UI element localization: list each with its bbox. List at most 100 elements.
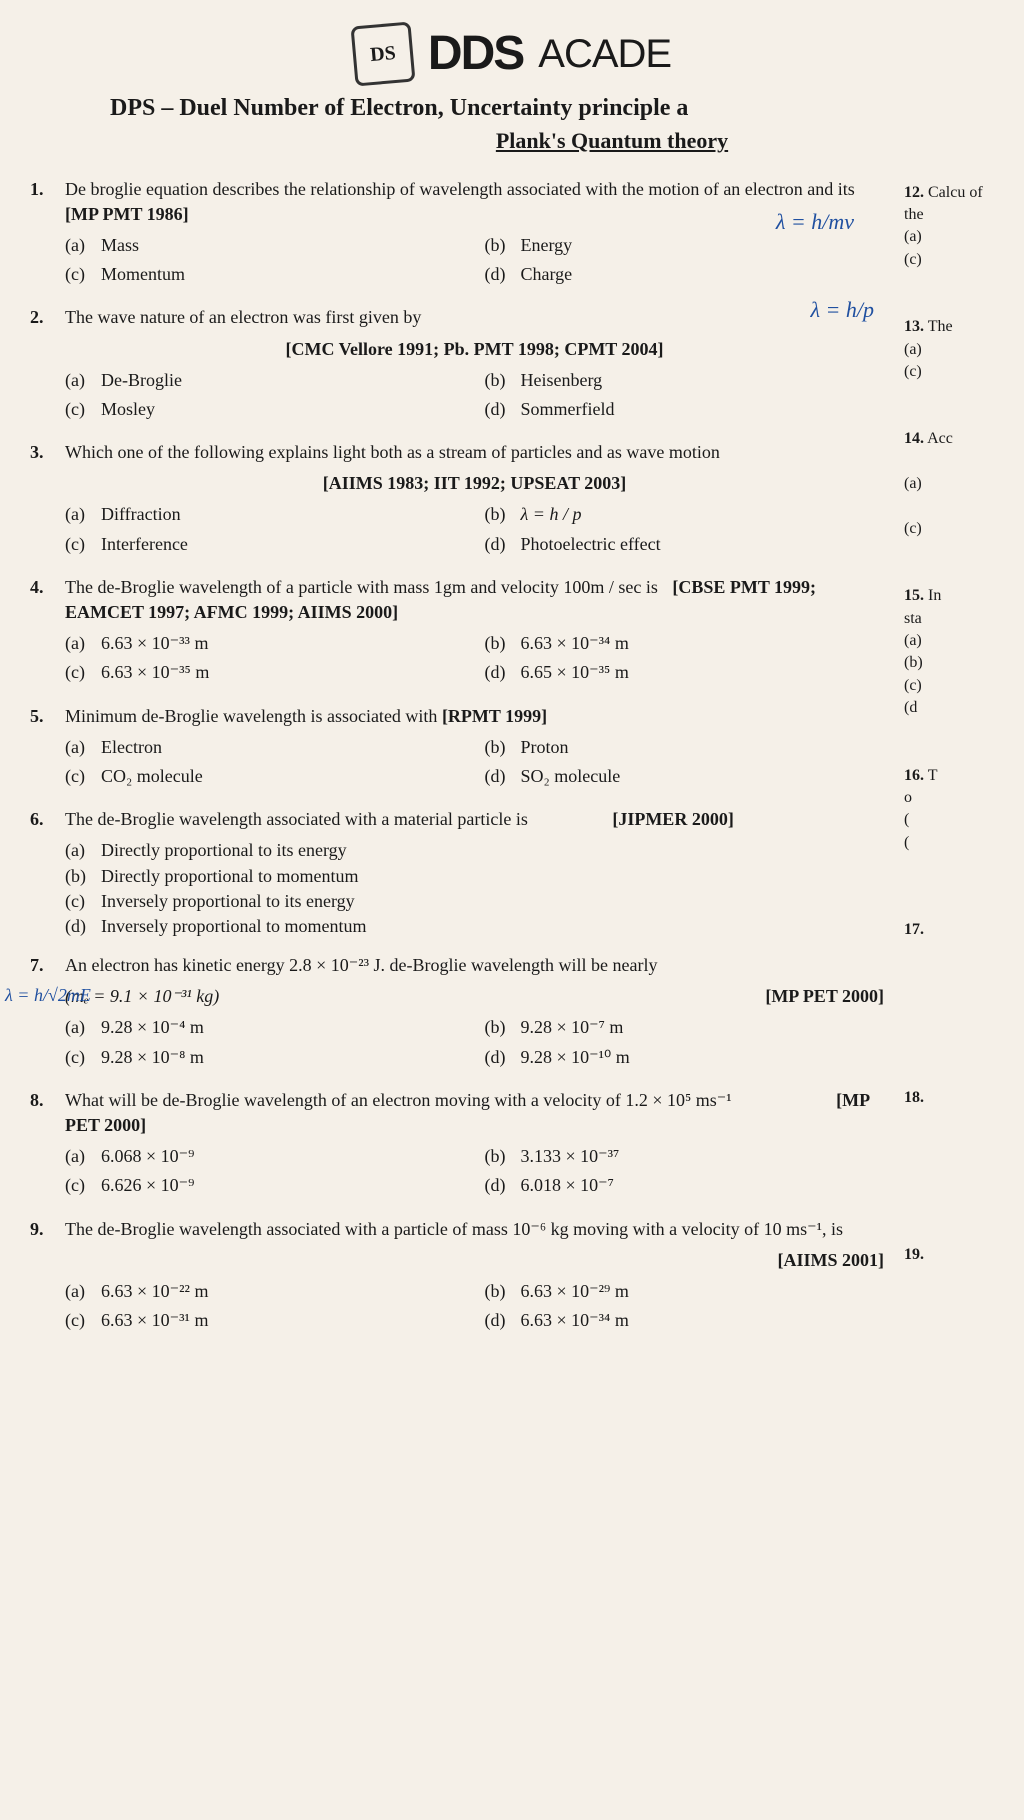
opt-text: Mosley: [101, 397, 155, 422]
question-source: [RPMT 1999]: [442, 706, 547, 726]
question-text: The wave nature of an electron was first…: [65, 305, 884, 330]
opt-text: 6.63 × 10⁻³³ m: [101, 631, 208, 656]
opt-text: 6.068 × 10⁻⁹: [101, 1144, 194, 1169]
opt-label: (b): [485, 735, 513, 760]
opt-text: 3.133 × 10⁻³⁷: [521, 1144, 620, 1169]
opt-label: (b): [65, 864, 93, 889]
option-b: (b)6.63 × 10⁻²⁹ m: [485, 1279, 885, 1304]
side-q16: 16. T o ( (: [904, 760, 994, 855]
question-options: (a)Directly proportional to its energy (…: [65, 838, 884, 939]
question-stem: Minimum de-Broglie wavelength is associa…: [65, 706, 437, 726]
option-c: (c)Mosley: [65, 397, 465, 422]
opt-text: Mass: [101, 233, 139, 258]
question-body: Which one of the following explains ligh…: [65, 440, 884, 561]
opt-label: (b): [485, 631, 513, 656]
option-d: (d)Sommerfield: [485, 397, 885, 422]
side-opt: (a): [904, 475, 922, 492]
question-body: An electron has kinetic energy 2.8 × 10⁻…: [65, 953, 884, 1074]
opt-text: 6.018 × 10⁻⁷: [521, 1173, 614, 1198]
question-number: 9.: [30, 1217, 65, 1338]
side-opt: (c): [904, 251, 922, 268]
question-options: (a)9.28 × 10⁻⁴ m (b)9.28 × 10⁻⁷ m (c)9.2…: [65, 1015, 884, 1069]
side-num: 15.: [904, 587, 924, 604]
question-3: 3. Which one of the following explains l…: [30, 440, 884, 561]
opt-label: (d): [485, 1045, 513, 1070]
opt-label: (a): [65, 502, 93, 527]
opt-text: Sommerfield: [521, 397, 615, 422]
option-d: (d)6.63 × 10⁻³⁴ m: [485, 1308, 885, 1333]
question-stem: The de-Broglie wavelength of a particle …: [65, 577, 658, 597]
handwritten-annotation: λ = h/p: [811, 295, 875, 326]
question-text: An electron has kinetic energy 2.8 × 10⁻…: [65, 953, 884, 978]
option-b: (b)λ = h / p: [485, 502, 885, 527]
opt-label: (a): [65, 1144, 93, 1169]
opt-label: (c): [65, 889, 93, 914]
opt-label: (a): [65, 368, 93, 393]
opt-label: (b): [485, 1015, 513, 1040]
opt-label: (a): [65, 1015, 93, 1040]
side-q17: 17.: [904, 914, 994, 941]
option-b: (b)Directly proportional to momentum: [65, 864, 884, 889]
side-opt: (b): [904, 654, 923, 671]
opt-text: Proton: [521, 735, 569, 760]
question-body: The de-Broglie wavelength of a particle …: [65, 575, 884, 690]
question-number: 8.: [30, 1088, 65, 1203]
question-body: Minimum de-Broglie wavelength is associa…: [65, 704, 884, 794]
opt-text: Interference: [101, 532, 188, 557]
option-a: (a)6.63 × 10⁻²² m: [65, 1279, 465, 1304]
question-5: 5. Minimum de-Broglie wavelength is asso…: [30, 704, 884, 794]
question-options: (a)Mass (b)Energy (c)Momentum (d)Charge: [65, 233, 884, 287]
opt-text: 6.65 × 10⁻³⁵ m: [521, 660, 629, 685]
subtitle: Plank's Quantum theory: [30, 126, 994, 157]
side-num: 12.: [904, 184, 924, 201]
opt-text: 6.63 × 10⁻³⁵ m: [101, 660, 209, 685]
brand-text: DDS: [428, 20, 523, 87]
question-options: (a)6.068 × 10⁻⁹ (b)3.133 × 10⁻³⁷ (c)6.62…: [65, 1144, 884, 1198]
option-c: (c)Inversely proportional to its energy: [65, 889, 884, 914]
option-a: (a)Diffraction: [65, 502, 465, 527]
question-1: 1. De broglie equation describes the rel…: [30, 177, 884, 292]
question-text: Which one of the following explains ligh…: [65, 440, 884, 465]
side-opt: (c): [904, 677, 922, 694]
side-text: T: [928, 767, 938, 784]
opt-label: (b): [485, 1279, 513, 1304]
question-text: The de-Broglie wavelength associated wit…: [65, 1217, 884, 1242]
topic-title: DPS – Duel Number of Electron, Uncertain…: [30, 92, 994, 126]
question-stem: The de-Broglie wavelength associated wit…: [65, 809, 528, 829]
question-8: 8. What will be de-Broglie wavelength of…: [30, 1088, 884, 1203]
opt-label: (c): [65, 764, 93, 789]
opt-label: (a): [65, 735, 93, 760]
side-text: In: [928, 587, 941, 604]
question-number: 5.: [30, 704, 65, 794]
option-c: (c)Interference: [65, 532, 465, 557]
option-d: (d)SO₂ molecule: [485, 764, 885, 789]
question-text: Minimum de-Broglie wavelength is associa…: [65, 704, 884, 729]
opt-label: (d): [485, 1308, 513, 1333]
question-4: 4. The de-Broglie wavelength of a partic…: [30, 575, 884, 690]
side-text: Acc: [927, 430, 953, 447]
opt-label: (b): [485, 1144, 513, 1169]
question-source: [JIPMER 2000]: [612, 809, 733, 829]
question-body: The wave nature of an electron was first…: [65, 305, 884, 426]
option-b: (b) Proton: [485, 735, 885, 760]
question-source: [CMC Vellore 1991; Pb. PMT 1998; CPMT 20…: [65, 337, 884, 362]
opt-text: λ = h / p: [521, 502, 582, 527]
question-text: The de-Broglie wavelength of a particle …: [65, 575, 884, 625]
question-stem: Which one of the following explains ligh…: [65, 442, 720, 462]
option-a: (a) 6.63 × 10⁻³³ m: [65, 631, 465, 656]
opt-label: (d): [485, 1173, 513, 1198]
question-body: The de-Broglie wavelength associated wit…: [65, 1217, 884, 1338]
option-a: (a)Electron: [65, 735, 465, 760]
opt-label: (a): [65, 631, 93, 656]
side-num: 16.: [904, 767, 924, 784]
option-a: (a)9.28 × 10⁻⁴ m: [65, 1015, 465, 1040]
opt-label: (d): [485, 262, 513, 287]
question-stem: The de-Broglie wavelength associated wit…: [65, 1219, 843, 1239]
opt-text: Inversely proportional to momentum: [101, 914, 366, 939]
questions-column: 1. De broglie equation describes the rel…: [30, 177, 884, 1352]
side-q12: 12. Calcu of the (a) (c): [904, 177, 994, 272]
option-d: (d)Inversely proportional to momentum: [65, 914, 884, 939]
main-content: 1. De broglie equation describes the rel…: [30, 177, 994, 1352]
opt-label: (c): [65, 660, 93, 685]
opt-text: CO₂ molecule: [101, 764, 203, 789]
